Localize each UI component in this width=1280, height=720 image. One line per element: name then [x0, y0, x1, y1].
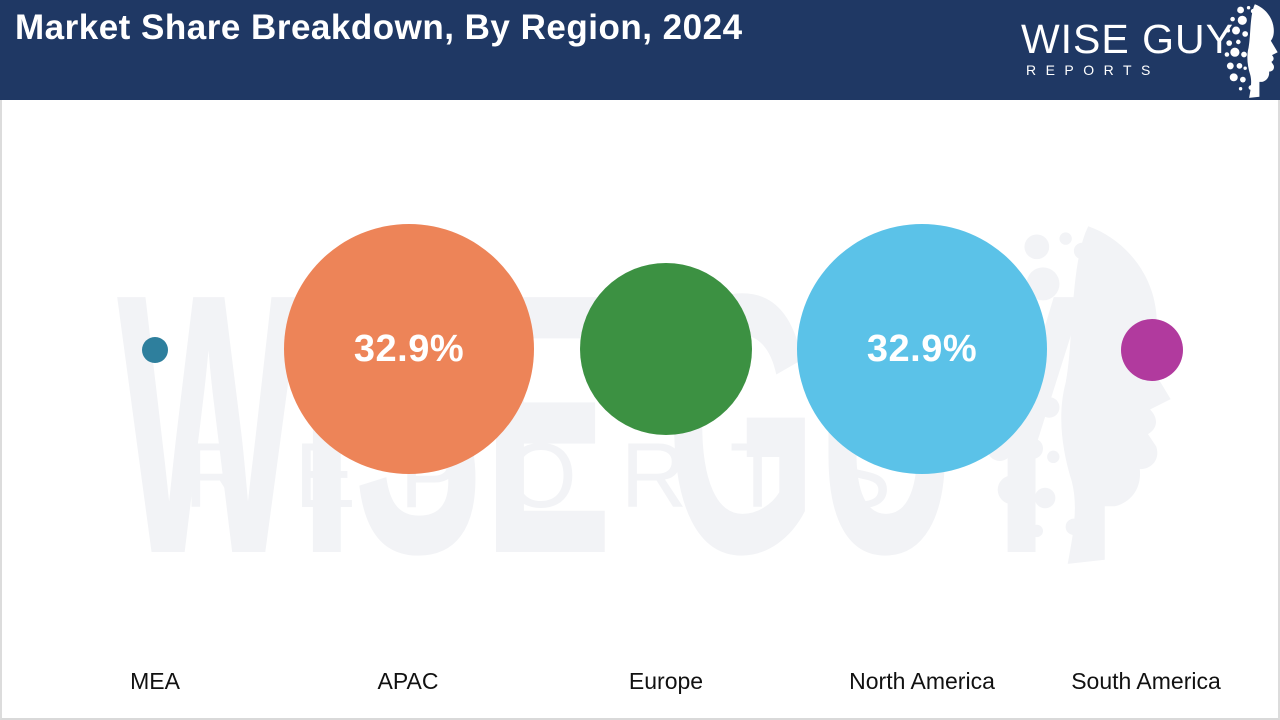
category-label-south-america: South America: [1071, 668, 1221, 694]
head-profile-dots-icon: [1220, 2, 1280, 99]
brand-logo-text: WISE GUY REPORTS: [1020, 15, 1234, 78]
category-label-europe: Europe: [628, 668, 704, 694]
bubble-south-america: [1121, 319, 1183, 381]
bubble-value-label: 32.9%: [353, 327, 465, 370]
bubble-mea: [142, 337, 168, 363]
page-title: Market Share Breakdown, By Region, 2024: [15, 8, 743, 47]
brand-subtitle: REPORTS: [1025, 61, 1160, 78]
bubble-chart: WISE GUY REPORTS 32.9% 32.9% MEA APAC Eu…: [0, 100, 1280, 720]
header: Market Share Breakdown, By Region, 2024 …: [0, 0, 1280, 100]
bubble-north-america: 32.9%: [797, 224, 1047, 474]
bubble-apac: 32.9%: [284, 224, 534, 474]
watermark-subtitle: REPORTS: [184, 425, 936, 527]
category-label-mea: MEA: [130, 668, 180, 694]
category-label-north-america: North America: [849, 668, 995, 694]
bubble-value-label: 32.9%: [866, 327, 978, 370]
bubble-europe: [580, 263, 752, 435]
brand-logo: WISE GUY REPORTS: [1021, 0, 1280, 100]
category-label-apac: APAC: [377, 668, 439, 694]
brand-name: WISE GUY: [1020, 15, 1234, 62]
